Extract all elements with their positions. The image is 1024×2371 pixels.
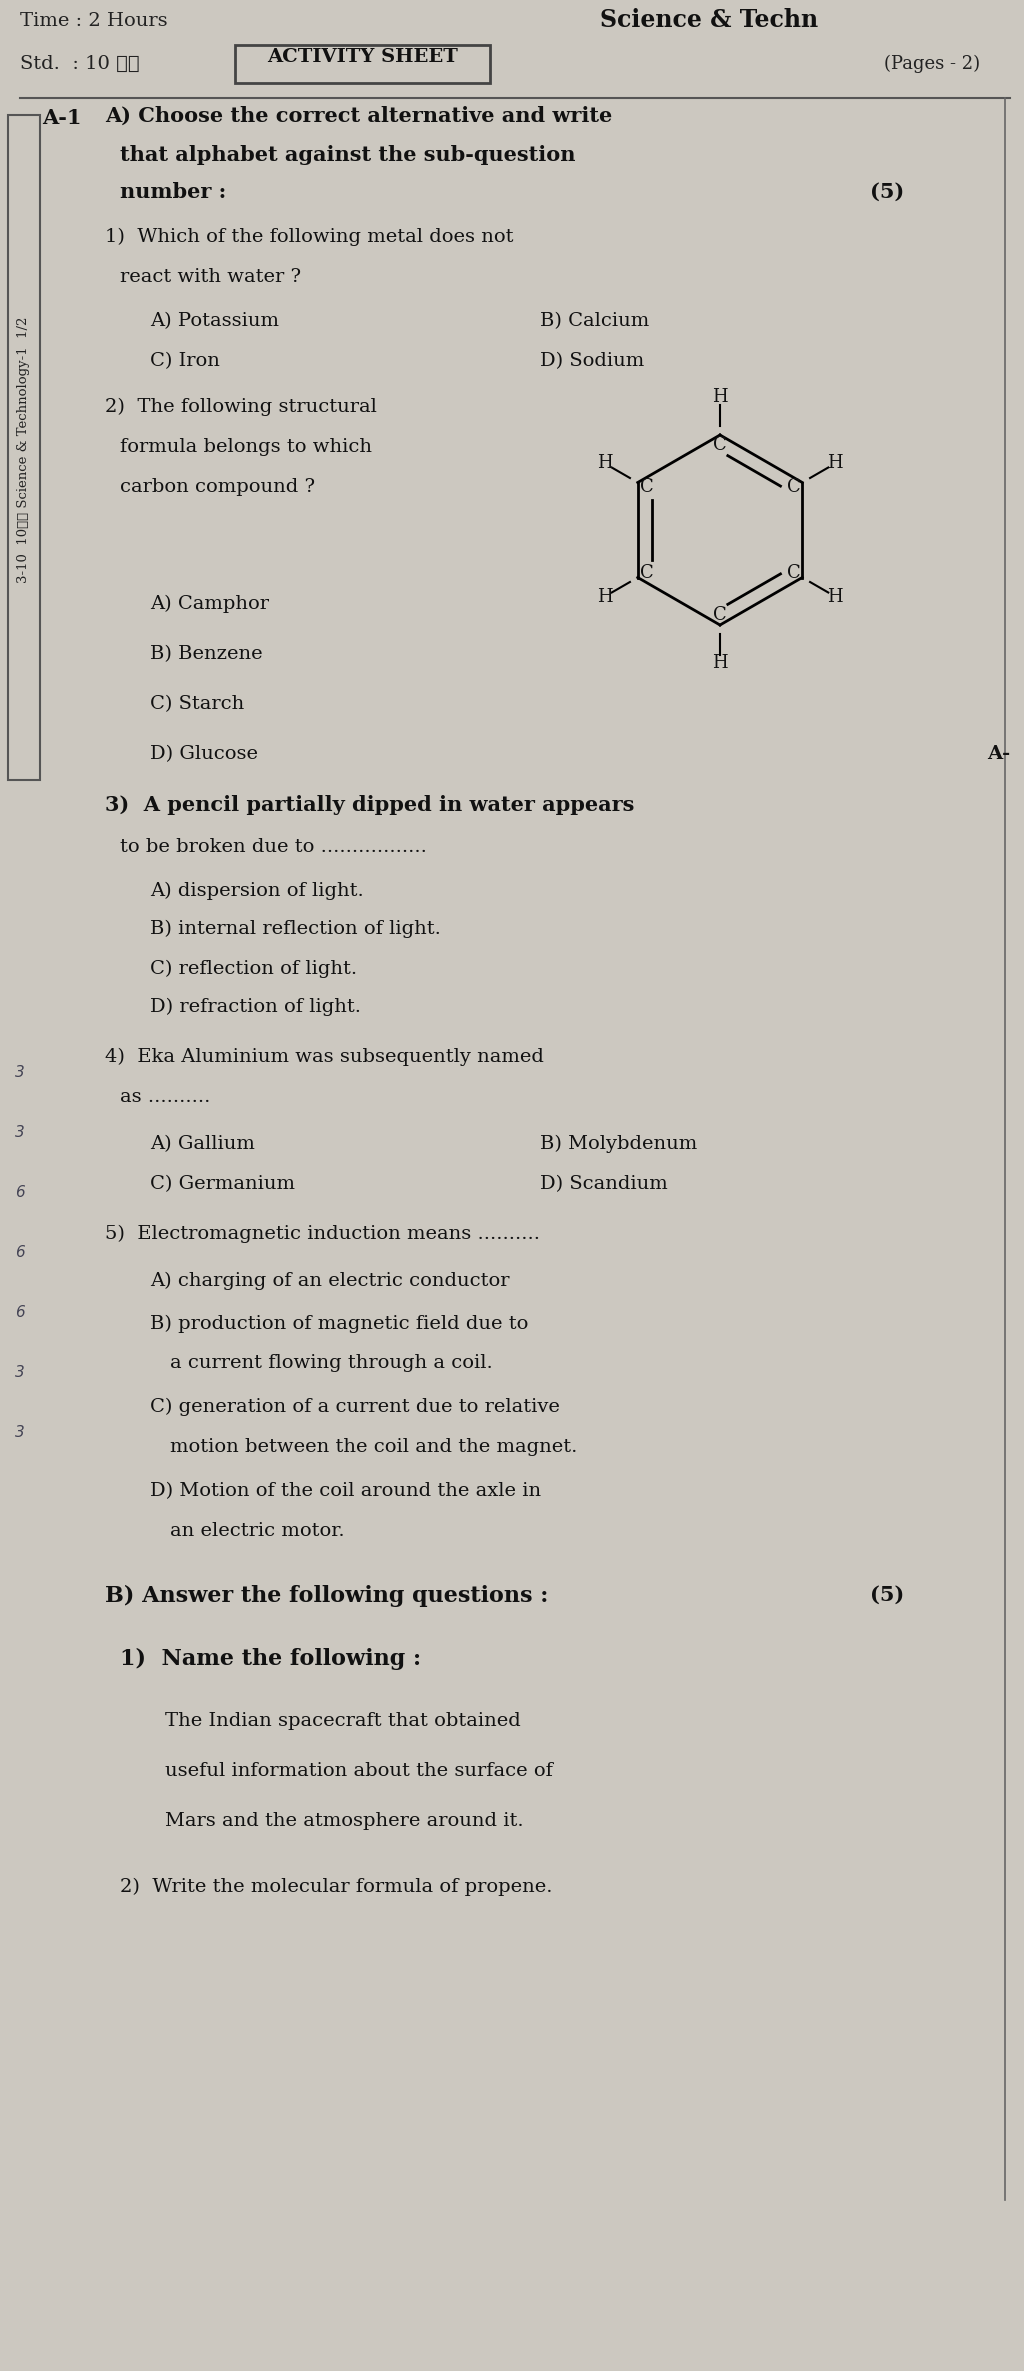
Text: H: H: [597, 455, 612, 472]
Text: 1)  Name the following :: 1) Name the following :: [120, 1648, 421, 1669]
Text: 5)  Electromagnetic induction means ..........: 5) Electromagnetic induction means .....…: [105, 1226, 540, 1242]
Text: 1)  Which of the following metal does not: 1) Which of the following metal does not: [105, 228, 513, 247]
Text: formula belongs to which: formula belongs to which: [120, 439, 372, 455]
Text: 6: 6: [15, 1304, 25, 1321]
Text: A-: A-: [987, 744, 1010, 763]
Text: B) internal reflection of light.: B) internal reflection of light.: [150, 920, 441, 939]
Text: that alphabet against the sub-question: that alphabet against the sub-question: [120, 145, 575, 166]
Text: Time : 2 Hours: Time : 2 Hours: [20, 12, 168, 31]
Text: number :: number :: [120, 183, 226, 202]
Text: C: C: [640, 479, 653, 496]
Text: C) Iron: C) Iron: [150, 351, 220, 370]
Text: H: H: [827, 588, 843, 605]
Text: Science & Techn: Science & Techn: [600, 7, 818, 31]
Text: C) generation of a current due to relative: C) generation of a current due to relati…: [150, 1399, 560, 1415]
Text: (5): (5): [870, 1584, 904, 1605]
Text: as ..........: as ..........: [120, 1088, 210, 1105]
Text: D) Glucose: D) Glucose: [150, 744, 258, 763]
Text: Std.  : 10 वी: Std. : 10 वी: [20, 55, 139, 74]
Text: 6: 6: [15, 1245, 25, 1259]
Text: (Pages - 2): (Pages - 2): [884, 55, 980, 74]
Bar: [8, 116, 40, 780]
Text: D) refraction of light.: D) refraction of light.: [150, 998, 361, 1017]
Text: useful information about the surface of: useful information about the surface of: [165, 1762, 553, 1781]
Text: A) charging of an electric conductor: A) charging of an electric conductor: [150, 1271, 510, 1290]
Text: C) Starch: C) Starch: [150, 695, 245, 714]
Text: D) Motion of the coil around the axle in: D) Motion of the coil around the axle in: [150, 1482, 541, 1501]
Text: carbon compound ?: carbon compound ?: [120, 479, 315, 496]
Text: an electric motor.: an electric motor.: [170, 1522, 345, 1541]
Text: B) Benzene: B) Benzene: [150, 645, 262, 664]
Text: H: H: [712, 654, 728, 671]
Text: C: C: [713, 436, 727, 453]
Text: C: C: [713, 607, 727, 624]
Text: D) Sodium: D) Sodium: [540, 351, 644, 370]
Text: 6: 6: [15, 1186, 25, 1200]
Text: C: C: [786, 564, 801, 581]
Text: 2)  The following structural: 2) The following structural: [105, 398, 377, 417]
Text: motion between the coil and the magnet.: motion between the coil and the magnet.: [170, 1437, 578, 1456]
Text: B) Molybdenum: B) Molybdenum: [540, 1136, 697, 1152]
Text: B) Answer the following questions :: B) Answer the following questions :: [105, 1584, 549, 1608]
Text: H: H: [597, 588, 612, 605]
Text: The Indian spacecraft that obtained: The Indian spacecraft that obtained: [165, 1712, 521, 1731]
Text: A) Choose the correct alternative and write: A) Choose the correct alternative and wr…: [105, 107, 612, 126]
Text: C: C: [640, 564, 653, 581]
Text: C) Germanium: C) Germanium: [150, 1176, 295, 1193]
Text: 3: 3: [15, 1366, 25, 1380]
Text: B) Calcium: B) Calcium: [540, 313, 649, 330]
Text: H: H: [712, 389, 728, 405]
Text: Mars and the atmosphere around it.: Mars and the atmosphere around it.: [165, 1811, 523, 1830]
Bar: [234, 45, 490, 83]
Text: a current flowing through a coil.: a current flowing through a coil.: [170, 1354, 493, 1373]
Text: A) dispersion of light.: A) dispersion of light.: [150, 882, 364, 901]
Text: A) Camphor: A) Camphor: [150, 595, 269, 614]
Text: 3: 3: [15, 1425, 25, 1439]
Text: A-1: A-1: [42, 109, 82, 128]
Text: 3: 3: [15, 1065, 25, 1081]
Text: D) Scandium: D) Scandium: [540, 1176, 668, 1193]
Text: B) production of magnetic field due to: B) production of magnetic field due to: [150, 1316, 528, 1333]
Text: 3: 3: [15, 1124, 25, 1140]
Text: (5): (5): [870, 183, 904, 202]
Text: react with water ?: react with water ?: [120, 268, 301, 287]
Text: 3-10  10वी Science & Technology-1  1/2: 3-10 10वी Science & Technology-1 1/2: [17, 318, 31, 583]
Text: H: H: [827, 455, 843, 472]
Text: A) Potassium: A) Potassium: [150, 313, 279, 330]
Text: 3)  A pencil partially dipped in water appears: 3) A pencil partially dipped in water ap…: [105, 794, 635, 816]
Text: to be broken due to .................: to be broken due to .................: [120, 837, 427, 856]
Text: 4)  Eka Aluminium was subsequently named: 4) Eka Aluminium was subsequently named: [105, 1048, 544, 1067]
Text: ACTIVITY SHEET: ACTIVITY SHEET: [267, 47, 458, 66]
Text: C) reflection of light.: C) reflection of light.: [150, 960, 357, 979]
Text: C: C: [786, 479, 801, 496]
Text: A) Gallium: A) Gallium: [150, 1136, 255, 1152]
Text: 2)  Write the molecular formula of propene.: 2) Write the molecular formula of propen…: [120, 1878, 553, 1897]
